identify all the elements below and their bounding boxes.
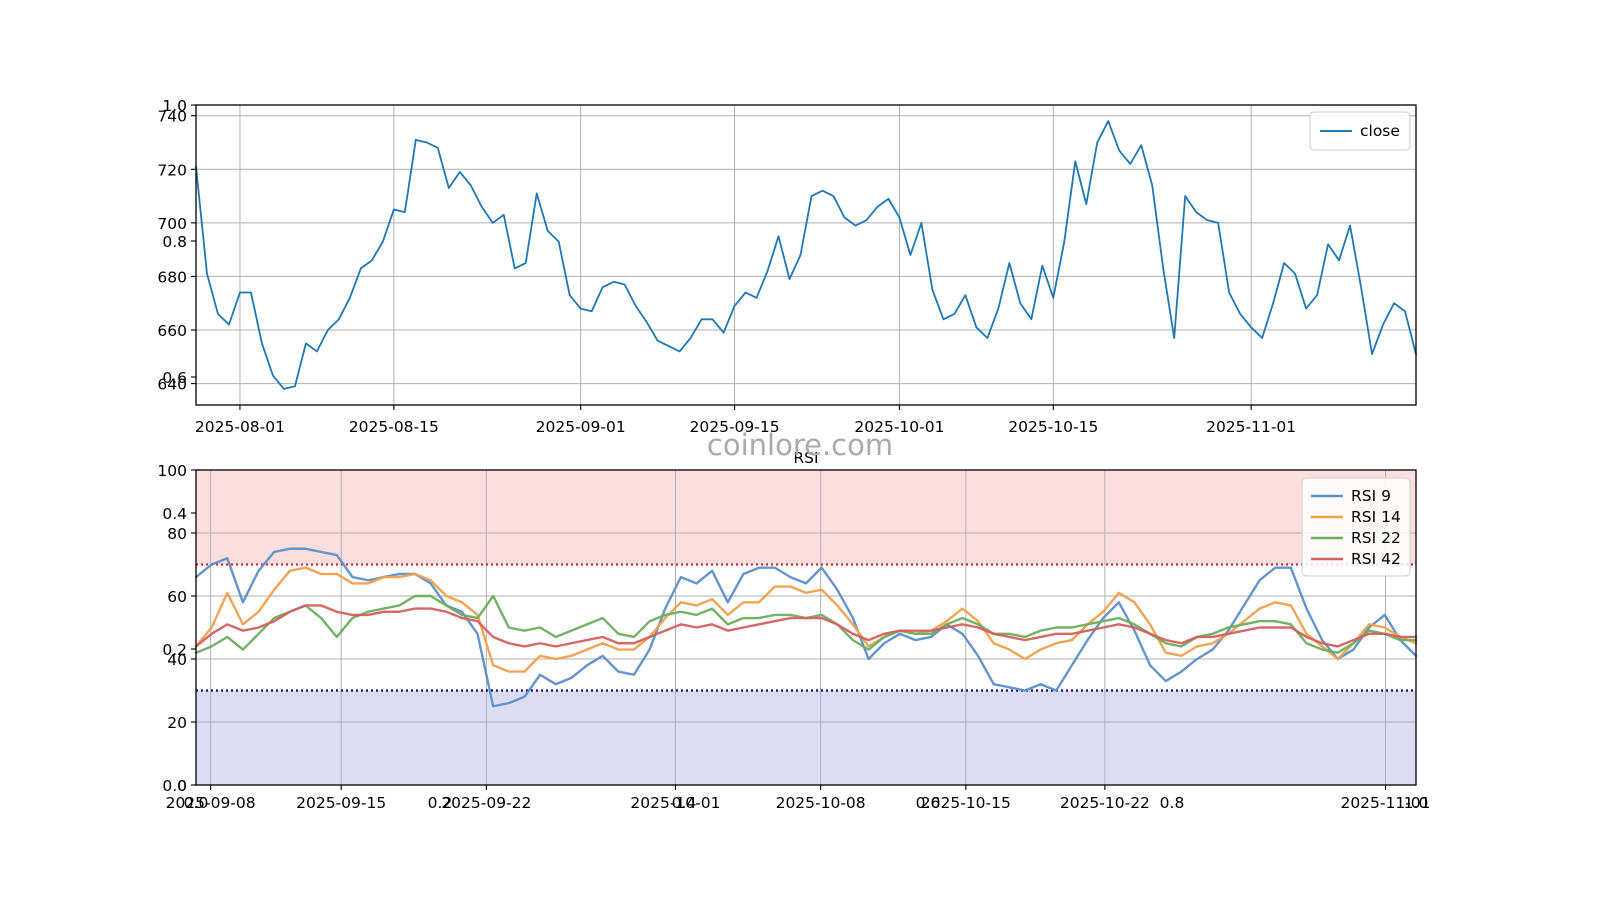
price-ytick-label: 640 xyxy=(157,376,187,394)
rsi-axes-frame xyxy=(195,469,1417,786)
overlay-xtick-label: 0.8 xyxy=(1160,794,1185,812)
overlay-axis: 0.0 0.2 0.4 0.6 0.8 1.0 0.0 0.2 0.4 0.6 0.8 1.0 xyxy=(162,97,1428,812)
rsi-ytick-label: 100 xyxy=(157,462,187,480)
watermark-group: coinlore.com xyxy=(707,428,893,462)
rsi-xtick-label: 2025-09-15 xyxy=(296,794,386,812)
rsi-series-rsi-14 xyxy=(194,566,1418,673)
price-series-close xyxy=(195,120,1417,390)
overlay-xtick-label: 0.6 xyxy=(916,794,941,812)
price-ytick-label: 740 xyxy=(157,108,187,126)
rsi-xtick-label: 2025-11-01 xyxy=(1340,794,1430,812)
price-xtick-label: 2025-09-01 xyxy=(536,418,626,436)
price-ytick-label: 680 xyxy=(157,268,187,286)
overlay-xtick-label: 0.0 xyxy=(184,794,209,812)
rsi-ytick-label: 80 xyxy=(167,525,187,543)
price-legend-box xyxy=(1309,111,1411,151)
rsi-legend-label: RSI 42 xyxy=(1351,550,1401,568)
price-xtick-label: 2025-11-01 xyxy=(1206,418,1296,436)
rsi-legend-label: RSI 14 xyxy=(1351,508,1401,526)
price-xtick-label: 2025-08-01 xyxy=(195,418,285,436)
overlay-ytick-label: 0.2 xyxy=(162,641,187,659)
watermark-text: coinlore.com xyxy=(707,428,893,462)
price-panel: 2025-08-01 2025-08-15 2025-09-01 2025-09-15… xyxy=(157,104,1417,436)
overlay-ytick-label: 0.0 xyxy=(162,777,187,795)
overlay-ytick-label: 1.0 xyxy=(162,97,187,115)
rsi-overbought-band xyxy=(196,470,1416,565)
rsi-xtick-label: 2025-09-22 xyxy=(441,794,531,812)
rsi-xtick-label: 2025-09-08 xyxy=(166,794,256,812)
rsi-legend-box xyxy=(1301,477,1411,577)
rsi-ytick-label: 40 xyxy=(167,651,187,669)
overlay-xtick-label: 1.0 xyxy=(1404,794,1429,812)
rsi-legend-label: RSI 9 xyxy=(1351,487,1391,505)
rsi-ytick-label: 60 xyxy=(167,588,187,606)
overlay-ytick-label: 0.8 xyxy=(162,233,187,251)
overlay-xtick-label: 0.4 xyxy=(672,794,697,812)
overlay-ytick-label: 0.4 xyxy=(162,505,187,523)
rsi-xtick-label: 2025-10-01 xyxy=(630,794,720,812)
rsi-xtick-label: 2025-10-15 xyxy=(921,794,1011,812)
price-ytick-label: 660 xyxy=(157,322,187,340)
rsi-xtick-label: 2025-10-22 xyxy=(1060,794,1150,812)
rsi-title: RSI xyxy=(793,449,818,467)
rsi-legend-label: RSI 22 xyxy=(1351,529,1401,547)
overlay-xtick-label: 0.2 xyxy=(428,794,453,812)
rsi-series-rsi-42 xyxy=(194,604,1418,648)
overlay-ytick-label: 0.6 xyxy=(162,369,187,387)
rsi-ytick-label: 0 xyxy=(177,777,187,795)
price-xtick-label: 2025-08-15 xyxy=(349,418,439,436)
rsi-panel: 2025-09-08 2025-09-15 2025-09-22 2025-10-01… xyxy=(157,449,1430,812)
price-xtick-label: 2025-10-01 xyxy=(854,418,944,436)
rsi-series-rsi-9 xyxy=(194,547,1418,708)
price-xtick-label: 2025-10-15 xyxy=(1008,418,1098,436)
rsi-oversold-band xyxy=(196,690,1416,785)
rsi-ytick-label: 20 xyxy=(167,714,187,732)
price-ytick-label: 700 xyxy=(157,215,187,233)
price-xtick-label: 2025-09-15 xyxy=(690,418,780,436)
price-ytick-label: 720 xyxy=(157,161,187,179)
price-axes-frame xyxy=(195,104,1417,406)
price-legend-label: close xyxy=(1360,122,1400,140)
rsi-xtick-label: 2025-10-08 xyxy=(776,794,866,812)
